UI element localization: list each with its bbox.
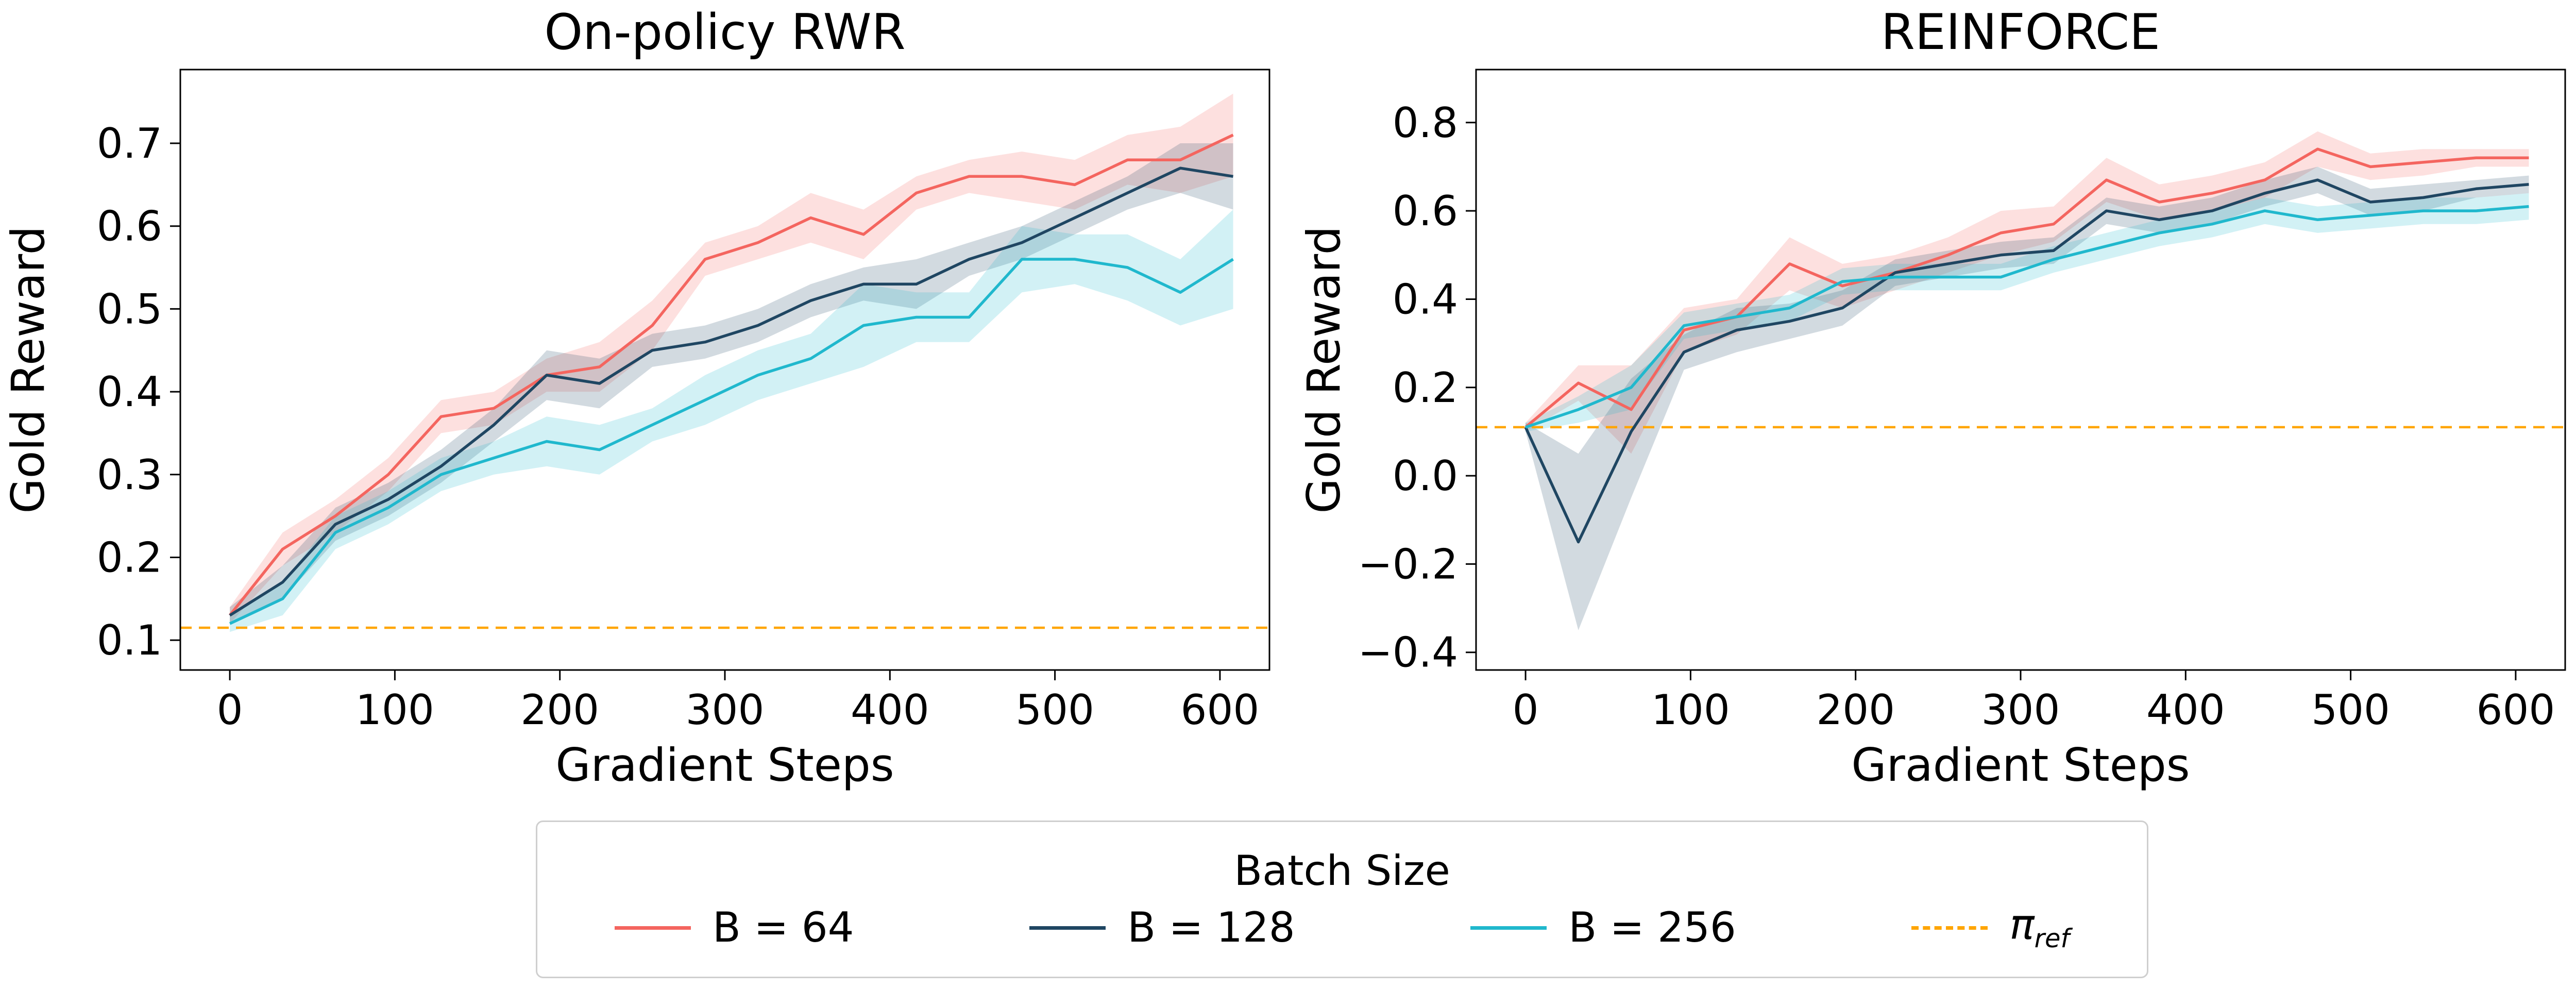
x-tick-label: 300	[1981, 686, 2060, 734]
x-tick-label: 200	[520, 686, 599, 734]
series-band-b-256	[230, 209, 1233, 632]
x-tick-label: 400	[2146, 686, 2225, 734]
y-tick-label: 0.7	[97, 120, 162, 167]
y-tick-label: 0.8	[1393, 99, 1458, 147]
chart-svg-on-policy-rwr: 0 100 200 300 400 500 600 0.1 0.2 0.3 0.4 0.5 0.6 0.7…	[2, 4, 1270, 792]
x-tick-label: 200	[1816, 686, 1895, 734]
chart-title: On-policy RWR	[544, 4, 905, 61]
legend-entries: B = 64 B = 128 B = 256 πref	[537, 900, 2147, 953]
series-band-b-64	[1526, 131, 2529, 454]
x-tick-label: 500	[1015, 686, 1094, 734]
y-axis-label: Gold Reward	[2, 226, 55, 513]
legend: Batch Size B = 64 B = 128 B = 256 πref	[536, 820, 2148, 978]
y-tick-label: 0.2	[97, 533, 162, 581]
chart-on-policy-rwr: 0 100 200 300 400 500 600 0.1 0.2 0.3 0.4 0.5 0.6 0.7…	[0, 0, 1295, 817]
legend-title: Batch Size	[1234, 846, 1450, 895]
legend-line-sample-b64	[615, 926, 691, 930]
legend-entry-b256: B = 256	[1470, 907, 1736, 948]
y-tick-label: 0.6	[97, 203, 162, 250]
x-tick-label: 100	[1651, 686, 1730, 734]
series-line-b-256	[1525, 205, 2529, 429]
series-line-b-256	[229, 258, 1234, 625]
y-tick-label: −0.2	[1358, 540, 1458, 588]
y-tick-label: 0.3	[97, 451, 162, 499]
x-tick-label: 400	[851, 686, 929, 734]
x-tick-label: 100	[355, 686, 434, 734]
chart-svg-reinforce: 0 100 200 300 400 500 600 −0.4 −0.2 0.0 0.2 0.4 0.6 0…	[1297, 4, 2566, 792]
y-axis-label: Gold Reward	[1297, 226, 1350, 513]
series-line-b-64	[1524, 147, 2529, 429]
series-line-b-64	[228, 133, 1234, 616]
legend-label-b256: B = 256	[1568, 903, 1736, 951]
y-tick-label: −0.4	[1358, 629, 1458, 677]
series-line-b-128	[229, 166, 1233, 617]
y-tick-label: 0.0	[1393, 452, 1458, 500]
legend-label-pi-ref: πref	[2009, 900, 2070, 953]
x-tick-label: 300	[686, 686, 765, 734]
y-tick-label: 0.2	[1393, 364, 1458, 412]
series-band-b-128	[230, 143, 1233, 624]
legend-line-sample-b256	[1470, 926, 1547, 930]
series-band-b-128	[1526, 166, 2529, 630]
x-tick-label: 600	[1181, 686, 1260, 734]
legend-entry-b128: B = 128	[1029, 907, 1295, 948]
legend-entry-b64: B = 64	[615, 907, 854, 948]
chart-title: REINFORCE	[1881, 4, 2160, 61]
y-tick-label: 0.4	[1393, 275, 1458, 323]
legend-entry-pi-ref: πref	[1911, 900, 2070, 953]
legend-label-b64: B = 64	[713, 903, 854, 951]
series-line-b-128	[1524, 178, 2529, 544]
x-tick-label: 500	[2311, 686, 2390, 734]
x-tick-label: 0	[1513, 686, 1539, 734]
y-tick-label: 0.6	[1393, 187, 1458, 235]
legend-line-sample-pi-ref	[1911, 926, 1988, 930]
y-tick-label: 0.5	[97, 285, 162, 333]
x-axis-label: Gradient Steps	[1851, 739, 2190, 792]
x-axis-label: Gradient Steps	[555, 739, 894, 792]
x-tick-label: 0	[217, 686, 243, 734]
legend-line-sample-b128	[1029, 926, 1106, 930]
legend-label-b128: B = 128	[1127, 903, 1295, 951]
x-tick-label: 600	[2477, 686, 2555, 734]
series-band-b-64	[230, 93, 1233, 624]
y-tick-label: 0.4	[97, 368, 162, 416]
y-tick-label: 0.1	[97, 616, 162, 664]
chart-reinforce: 0 100 200 300 400 500 600 −0.4 −0.2 0.0 0.2 0.4 0.6 0…	[1296, 0, 2576, 817]
